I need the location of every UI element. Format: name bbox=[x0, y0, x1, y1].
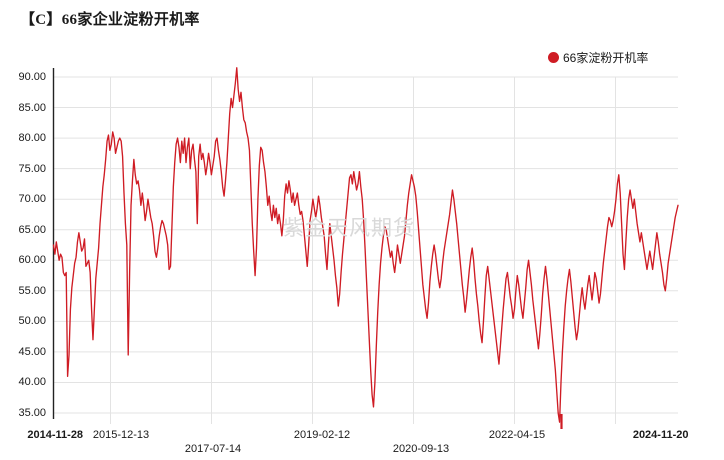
y-axis-tick-label: 70.00 bbox=[18, 193, 46, 206]
y-axis-tick-label: 90.00 bbox=[18, 71, 46, 83]
x-axis-tick-label: 2024-11-20 bbox=[632, 429, 689, 441]
circle-marker-icon bbox=[548, 52, 559, 63]
data-series-line bbox=[52, 67, 679, 423]
legend-item-label: 66家淀粉开机率 bbox=[563, 51, 649, 65]
x-axis-tick-label: 2019-02-12 bbox=[293, 429, 351, 441]
x-axis-tick-label: 2017-07-14 bbox=[184, 443, 242, 455]
x-axis-tick-label: 2015-12-13 bbox=[92, 429, 150, 441]
gridlines bbox=[53, 76, 678, 424]
y-axis-tick-label: 80.00 bbox=[18, 132, 46, 145]
y-axis-tick-label: 35.00 bbox=[18, 407, 46, 419]
x-axis-tick-label: 2014-11-28 bbox=[27, 429, 84, 441]
y-axis-tick-label: 85.00 bbox=[18, 101, 46, 114]
y-axis-tick-label: 65.00 bbox=[18, 223, 46, 236]
y-axis-tick-label: 50.00 bbox=[18, 315, 46, 328]
chart-legend: 66家淀粉开机率 bbox=[548, 49, 648, 66]
y-axis-tick-label: 40.00 bbox=[18, 376, 46, 389]
y-axis-tick-label: 55.00 bbox=[18, 284, 46, 297]
chart-title: 【C】66家企业淀粉开机率 bbox=[20, 12, 200, 28]
y-axis-tick-label: 45.00 bbox=[18, 345, 46, 358]
y-axis-tick-label: 75.00 bbox=[18, 162, 46, 175]
x-axis-tick-label: 2020-09-13 bbox=[392, 443, 450, 455]
x-axis-tick-label: 2022-04-15 bbox=[488, 429, 546, 441]
y-axis-tick-label: 60.00 bbox=[18, 254, 46, 267]
